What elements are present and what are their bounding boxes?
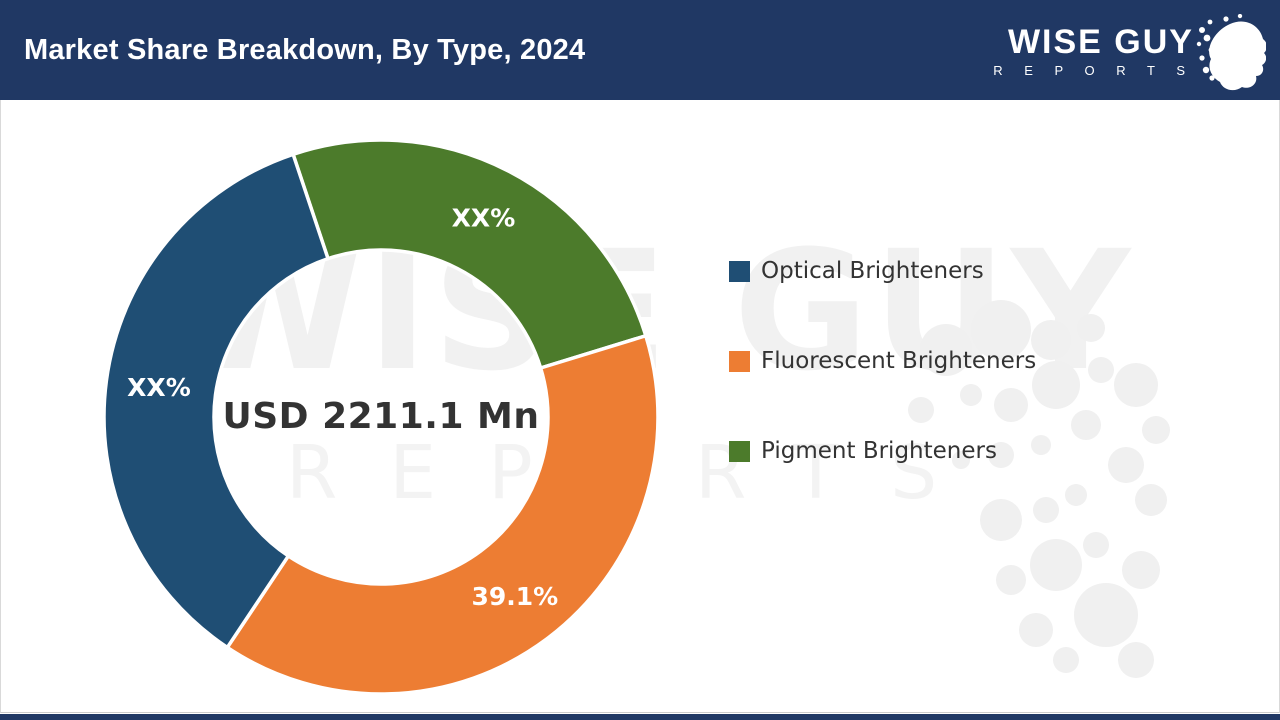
donut-segment-pigment-brighteners xyxy=(291,138,648,370)
legend-item-pigment: Pigment Brighteners xyxy=(729,437,1036,465)
legend-item-optical: Optical Brighteners xyxy=(729,257,1036,285)
logo-text: WISE GUY R E P O R T S xyxy=(993,24,1194,80)
chart-legend: Optical Brighteners Fluorescent Brighten… xyxy=(729,257,1036,527)
footer-bar xyxy=(0,714,1280,720)
header-bar: Market Share Breakdown, By Type, 2024 WI… xyxy=(0,0,1280,100)
wise-guy-reports-logo: WISE GUY R E P O R T S xyxy=(993,10,1266,92)
logo-face-icon xyxy=(1196,14,1266,91)
legend-label: Pigment Brighteners xyxy=(761,438,997,464)
donut-chart: XX% 39.1% XX% xyxy=(102,138,660,696)
legend-swatch xyxy=(729,440,750,462)
logo-wordmark: WISE GUY xyxy=(1007,23,1194,61)
legend-swatch xyxy=(729,350,750,372)
legend-label: Optical Brighteners xyxy=(761,258,984,284)
watermark-face-graphic xyxy=(908,300,1170,678)
donut-segment-fluorescent-brighteners xyxy=(225,333,660,696)
logo-subtitle: R E P O R T S xyxy=(993,63,1194,78)
legend-item-fluorescent: Fluorescent Brighteners xyxy=(729,347,1036,375)
segment-label: 39.1% xyxy=(471,582,558,611)
page-title: Market Share Breakdown, By Type, 2024 xyxy=(24,33,586,66)
legend-label: Fluorescent Brighteners xyxy=(761,348,1037,374)
segment-label: XX% xyxy=(127,373,191,402)
legend-swatch xyxy=(729,260,750,282)
chart-center-value: USD 2211.1 Mn xyxy=(222,396,540,437)
segment-label: XX% xyxy=(452,203,516,232)
donut-segment-optical-brighteners xyxy=(102,152,330,650)
